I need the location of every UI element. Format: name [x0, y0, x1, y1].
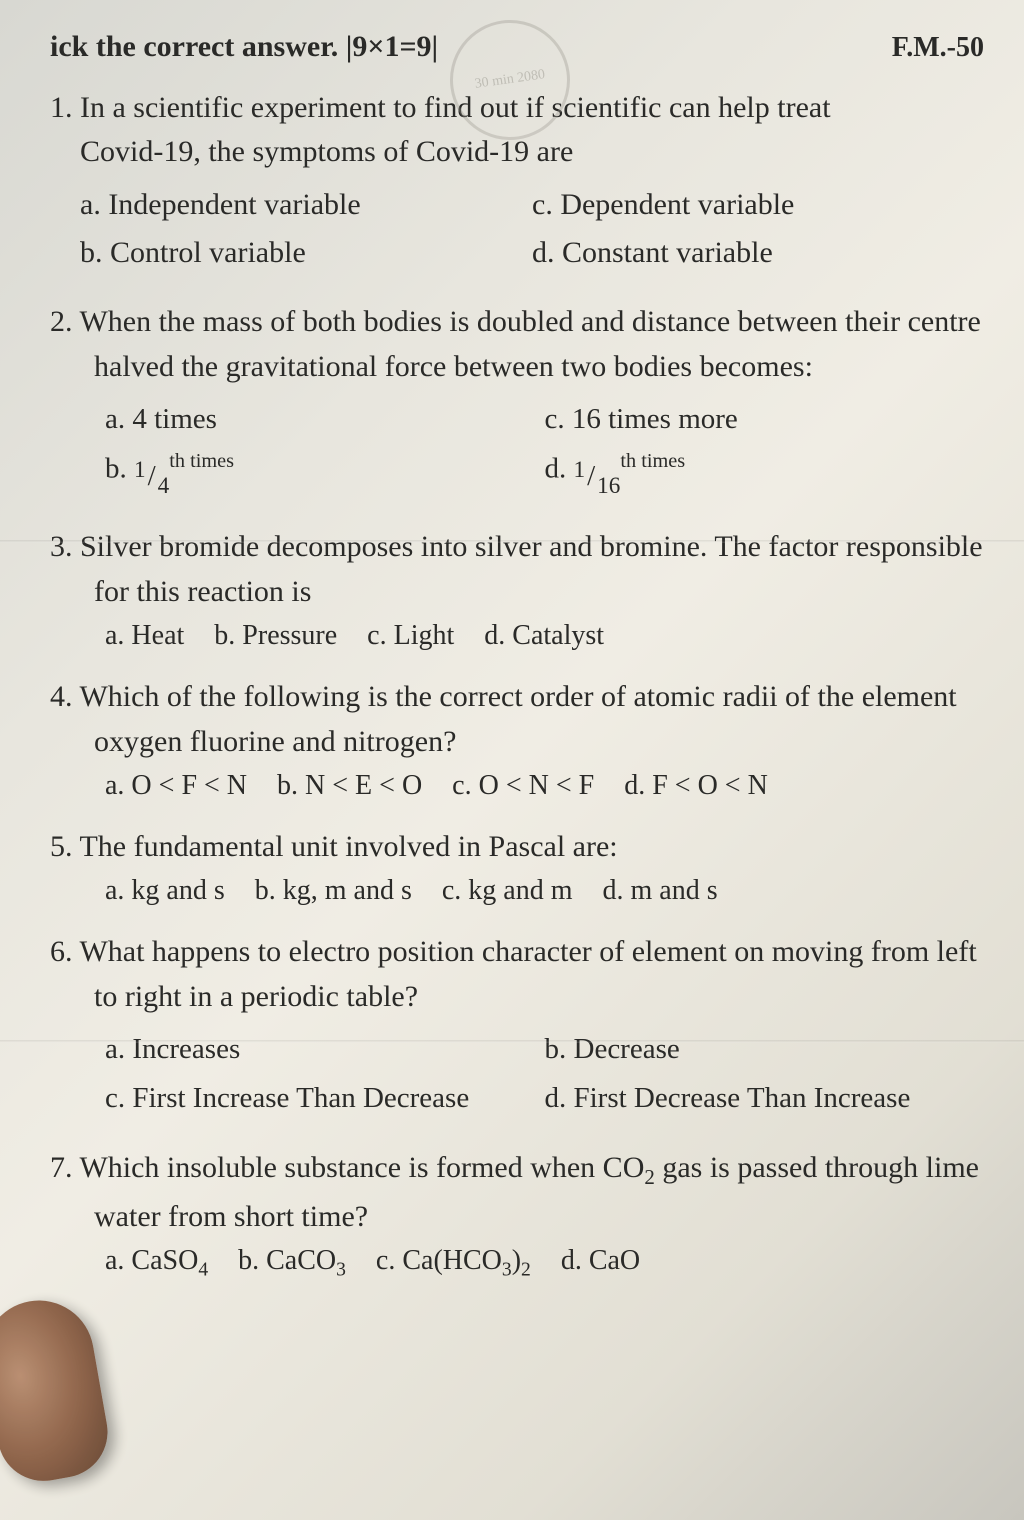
q6-stem: What happens to electro position charact…	[79, 935, 976, 1013]
q7-opt-b: b. CaCO3	[238, 1245, 346, 1282]
q2-opt-a: a. 4 times	[105, 395, 545, 444]
q6-opt-d: d. First Decrease Than Increase	[545, 1074, 985, 1123]
q5-num: 5.	[50, 830, 73, 863]
q7-opt-c: c. Ca(HCO3)2	[376, 1245, 531, 1282]
q7-options: a. CaSO4 b. CaCO3 c. Ca(HCO3)2 d. CaO	[105, 1245, 984, 1282]
q3-opt-d: d. Catalyst	[484, 620, 604, 652]
q6-options: a. Increases b. Decrease c. First Increa…	[105, 1025, 984, 1124]
q2-opt-c: c. 16 times more	[545, 395, 985, 444]
q3-opt-a: a. Heat	[105, 620, 184, 652]
q6-opt-a: a. Increases	[105, 1025, 545, 1074]
question-7: 7. Which insoluble substance is formed w…	[50, 1145, 984, 1281]
q3-stem: Silver bromide decomposes into silver an…	[80, 530, 983, 608]
q7-stem-pre: Which insoluble substance is formed when…	[79, 1151, 644, 1184]
question-3: 3. Silver bromide decomposes into silver…	[50, 524, 984, 652]
q4-options: a. O < F < N b. N < E < O c. O < N < F d…	[105, 770, 984, 802]
q4-opt-d: d. F < O < N	[624, 770, 768, 802]
stamp-text: 30 min 2080	[474, 67, 546, 93]
q5-opt-d: d. m and s	[603, 875, 718, 907]
q7-opt-a: a. CaSO4	[105, 1245, 208, 1282]
question-6: 6. What happens to electro position char…	[50, 929, 984, 1124]
q2-opt-d: d. 1/16th times	[545, 444, 985, 501]
q1-opt-b: b. Control variable	[80, 229, 532, 277]
q2-stem: When the mass of both bodies is doubled …	[79, 305, 980, 383]
q6-num: 6.	[50, 935, 73, 968]
q4-stem: Which of the following is the correct or…	[79, 680, 956, 758]
q1-options: a. Independent variable c. Dependent var…	[80, 181, 984, 277]
q1-opt-a: a. Independent variable	[80, 181, 532, 229]
q3-opt-b: b. Pressure	[214, 620, 337, 652]
full-marks: F.M.-50	[892, 32, 984, 64]
q7-opt-d: d. CaO	[561, 1245, 640, 1282]
question-2: 2. When the mass of both bodies is doubl…	[50, 299, 984, 502]
q5-opt-a: a. kg and s	[105, 875, 225, 907]
q3-num: 3.	[50, 530, 73, 563]
q4-opt-b: b. N < E < O	[277, 770, 422, 802]
instruction-text: ick the correct answer. |9×1=9|	[50, 30, 438, 64]
q4-opt-c: c. O < N < F	[452, 770, 594, 802]
q1-num: 1.	[50, 91, 73, 124]
q7-num: 7.	[50, 1151, 73, 1184]
q4-opt-a: a. O < F < N	[105, 770, 247, 802]
q1-stem-line2: Covid-19, the symptoms of Covid-19 are	[50, 135, 573, 168]
q3-opt-c: c. Light	[367, 620, 454, 652]
q3-options: a. Heat b. Pressure c. Light d. Catalyst	[105, 620, 984, 652]
q6-opt-c: c. First Increase Than Decrease	[105, 1074, 545, 1123]
question-5: 5. The fundamental unit involved in Pasc…	[50, 824, 984, 907]
q1-opt-d: d. Constant variable	[532, 229, 984, 277]
q5-opt-b: b. kg, m and s	[255, 875, 412, 907]
q5-options: a. kg and s b. kg, m and s c. kg and m d…	[105, 875, 984, 907]
q6-opt-b: b. Decrease	[545, 1025, 985, 1074]
q5-opt-c: c. kg and m	[442, 875, 573, 907]
question-4: 4. Which of the following is the correct…	[50, 674, 984, 802]
q7-stem-sub: 2	[644, 1165, 655, 1189]
q2-num: 2.	[50, 305, 73, 338]
q2-opt-b: b. 1/4th times	[105, 444, 545, 501]
q4-num: 4.	[50, 680, 73, 713]
q5-stem: The fundamental unit involved in Pascal …	[79, 830, 617, 863]
q2-options: a. 4 times c. 16 times more b. 1/4th tim…	[105, 395, 984, 502]
q1-opt-c: c. Dependent variable	[532, 181, 984, 229]
